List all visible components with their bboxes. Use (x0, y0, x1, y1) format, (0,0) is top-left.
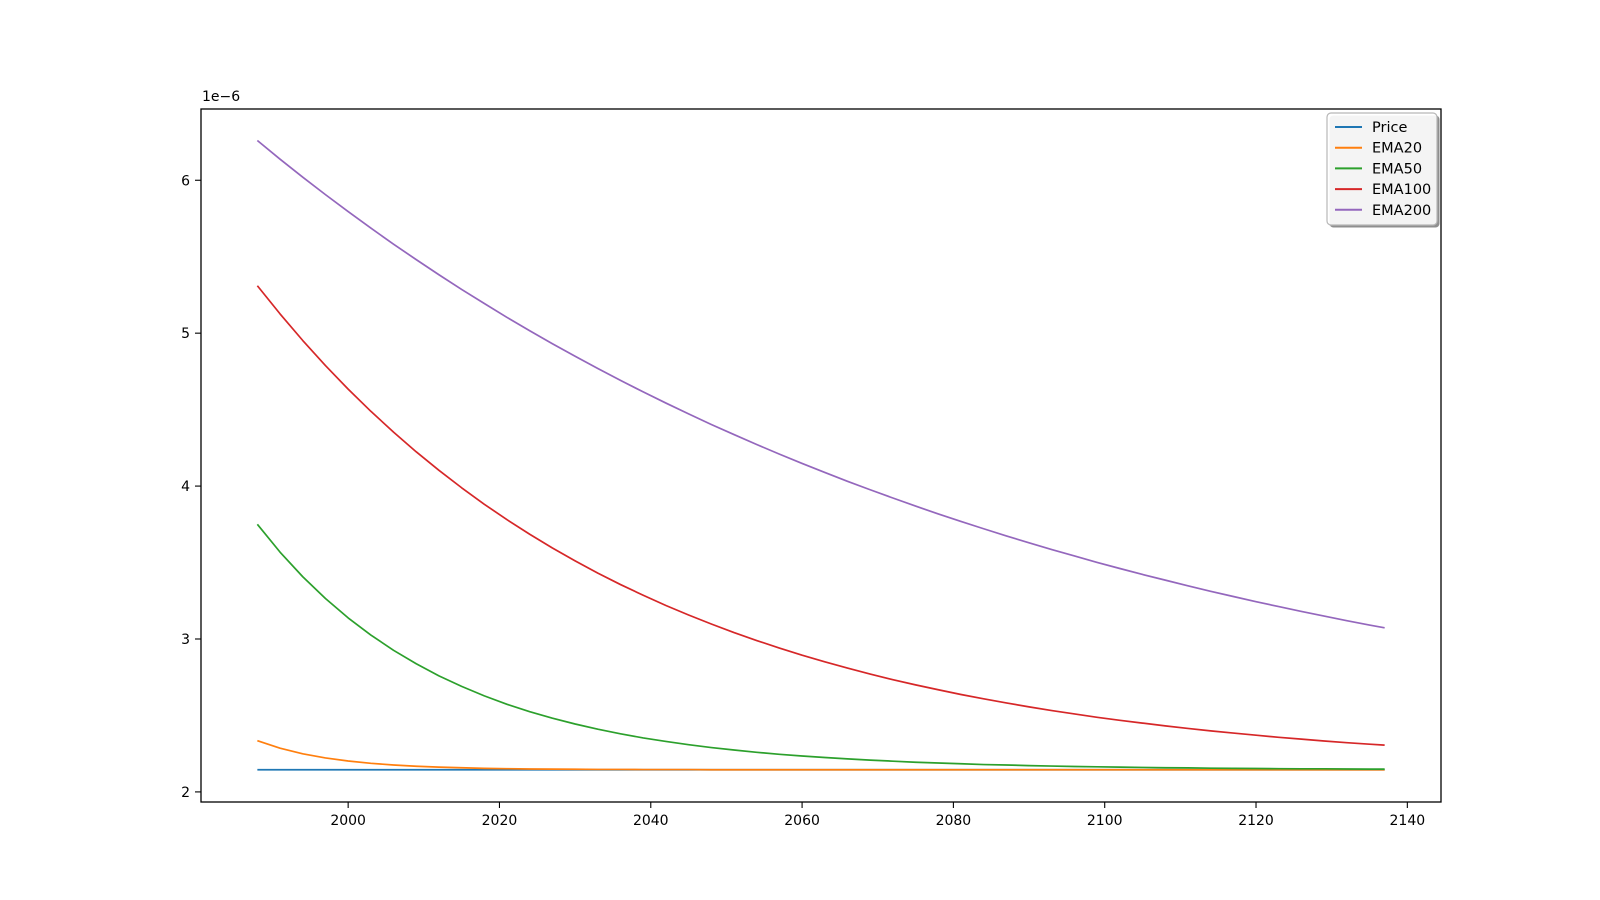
y-tick-label: 3 (181, 632, 190, 648)
y-tick-label: 4 (181, 479, 190, 495)
legend-label: EMA20 (1372, 141, 1422, 157)
x-tick-label: 2140 (1390, 813, 1426, 829)
legend-item-ema100: EMA100 (1335, 182, 1431, 198)
series-line-ema200 (256, 139, 1385, 629)
legend-item-ema20: EMA20 (1335, 141, 1422, 157)
y-axis-offset-label: 1e−6 (202, 89, 240, 105)
x-tick-label: 2060 (784, 813, 820, 829)
series-line-ema20 (257, 739, 1385, 771)
legend-label: Price (1372, 120, 1407, 136)
series-line-ema100 (256, 285, 1385, 746)
legend-item-ema50: EMA50 (1335, 161, 1422, 177)
legend-label: EMA200 (1372, 203, 1431, 219)
plot-border (200, 108, 1442, 803)
legend-label: EMA50 (1372, 161, 1422, 177)
legend-item-price: Price (1335, 120, 1407, 136)
y-tick-label: 2 (181, 785, 190, 801)
legend: Price EMA20 EMA50 EMA100 EMA200 (1326, 112, 1440, 228)
series-line-ema50 (256, 523, 1385, 770)
x-tick-label: 2080 (936, 813, 972, 829)
x-tick-label: 2040 (633, 813, 669, 829)
y-tick-label: 5 (181, 326, 190, 342)
x-tick-label: 2120 (1238, 813, 1274, 829)
x-tick-label: 2100 (1087, 813, 1123, 829)
legend-frame (1326, 112, 1438, 226)
x-tick-label: 2020 (482, 813, 518, 829)
x-tick-label: 2000 (330, 813, 366, 829)
legend-item-ema200: EMA200 (1335, 203, 1431, 219)
legend-label: EMA100 (1372, 182, 1431, 198)
y-tick-label: 6 (181, 173, 190, 189)
